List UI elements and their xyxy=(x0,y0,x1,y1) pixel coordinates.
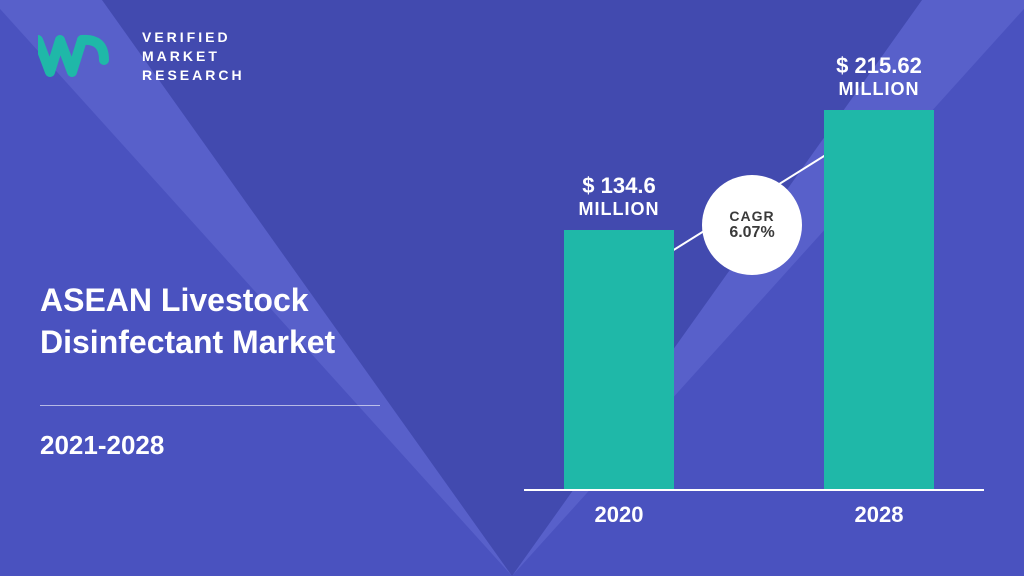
logo-text: VERIFIED MARKET RESEARCH xyxy=(142,28,245,85)
logo: VERIFIED MARKET RESEARCH xyxy=(38,28,245,85)
logo-line2: MARKET xyxy=(142,47,245,66)
bar-2028-value: $ 215.62 xyxy=(836,53,922,79)
bar-2020-unit: MILLION xyxy=(579,199,660,220)
logo-mark-icon xyxy=(38,32,128,80)
years-range: 2021-2028 xyxy=(40,430,164,461)
bar-2028: $ 215.62 MILLION xyxy=(824,110,934,490)
bar-2020: $ 134.6 MILLION xyxy=(564,230,674,490)
bar-2020-label: $ 134.6 MILLION xyxy=(579,173,660,220)
cagr-badge: CAGR 6.07% xyxy=(702,175,802,275)
logo-line3: RESEARCH xyxy=(142,66,245,85)
bar-2028-label: $ 215.62 MILLION xyxy=(836,53,922,100)
logo-line1: VERIFIED xyxy=(142,28,245,47)
x-label-2020: 2020 xyxy=(564,502,674,528)
bar-2028-unit: MILLION xyxy=(836,79,922,100)
cagr-value: 6.07% xyxy=(729,224,774,242)
divider xyxy=(40,405,380,406)
page-title: ASEAN Livestock Disinfectant Market xyxy=(40,280,420,363)
bar-chart: $ 134.6 MILLION $ 215.62 MILLION CAGR 6.… xyxy=(524,30,964,490)
cagr-label: CAGR xyxy=(729,208,774,224)
x-label-2028: 2028 xyxy=(824,502,934,528)
chart-baseline xyxy=(524,489,984,491)
bar-2020-value: $ 134.6 xyxy=(579,173,660,199)
